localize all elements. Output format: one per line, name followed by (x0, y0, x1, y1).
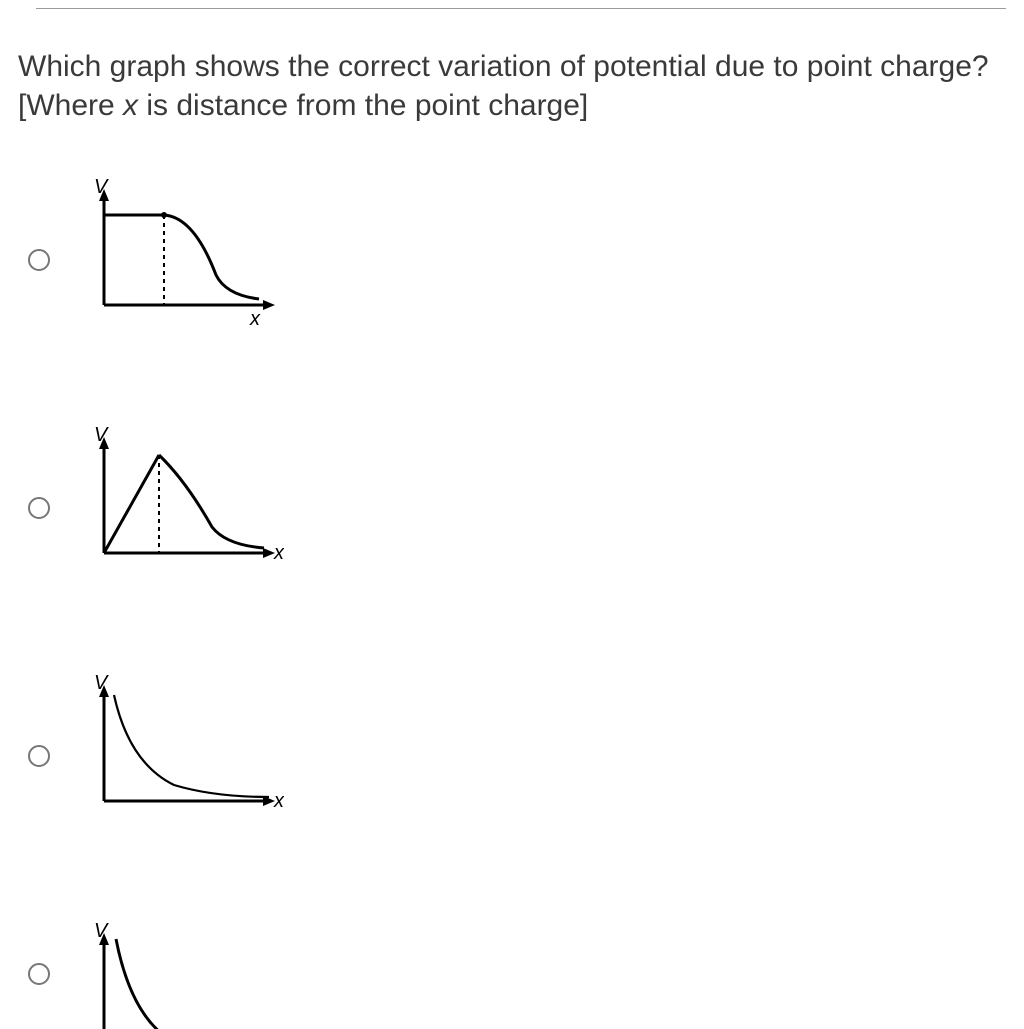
y-axis-label: V (94, 424, 109, 446)
x-axis-label: x (249, 308, 261, 330)
option-1[interactable]: V x (28, 175, 1024, 345)
option-1-graph: V x (74, 175, 284, 345)
options-list: V x V (0, 135, 1024, 1029)
question-var: x (123, 89, 138, 122)
y-axis-label: V (94, 672, 109, 694)
question-part2: is distance from the point charge] (138, 89, 588, 122)
option-2-graph: V x (74, 423, 284, 593)
y-axis-label: V (94, 176, 109, 198)
x-axis-label: x (273, 790, 284, 812)
radio-icon[interactable] (28, 249, 50, 271)
y-axis-label: V (94, 920, 109, 942)
option-2[interactable]: V x (28, 423, 1024, 593)
option-3[interactable]: V x (28, 671, 1024, 841)
radio-icon[interactable] (28, 963, 50, 985)
option-3-graph: V x (74, 671, 284, 841)
radio-icon[interactable] (28, 745, 50, 767)
option-4-graph: V (74, 919, 284, 1029)
x-axis-label: x (273, 542, 284, 564)
question-text: Which graph shows the correct variation … (0, 9, 1024, 135)
option-4[interactable]: V (28, 919, 1024, 1029)
radio-icon[interactable] (28, 497, 50, 519)
